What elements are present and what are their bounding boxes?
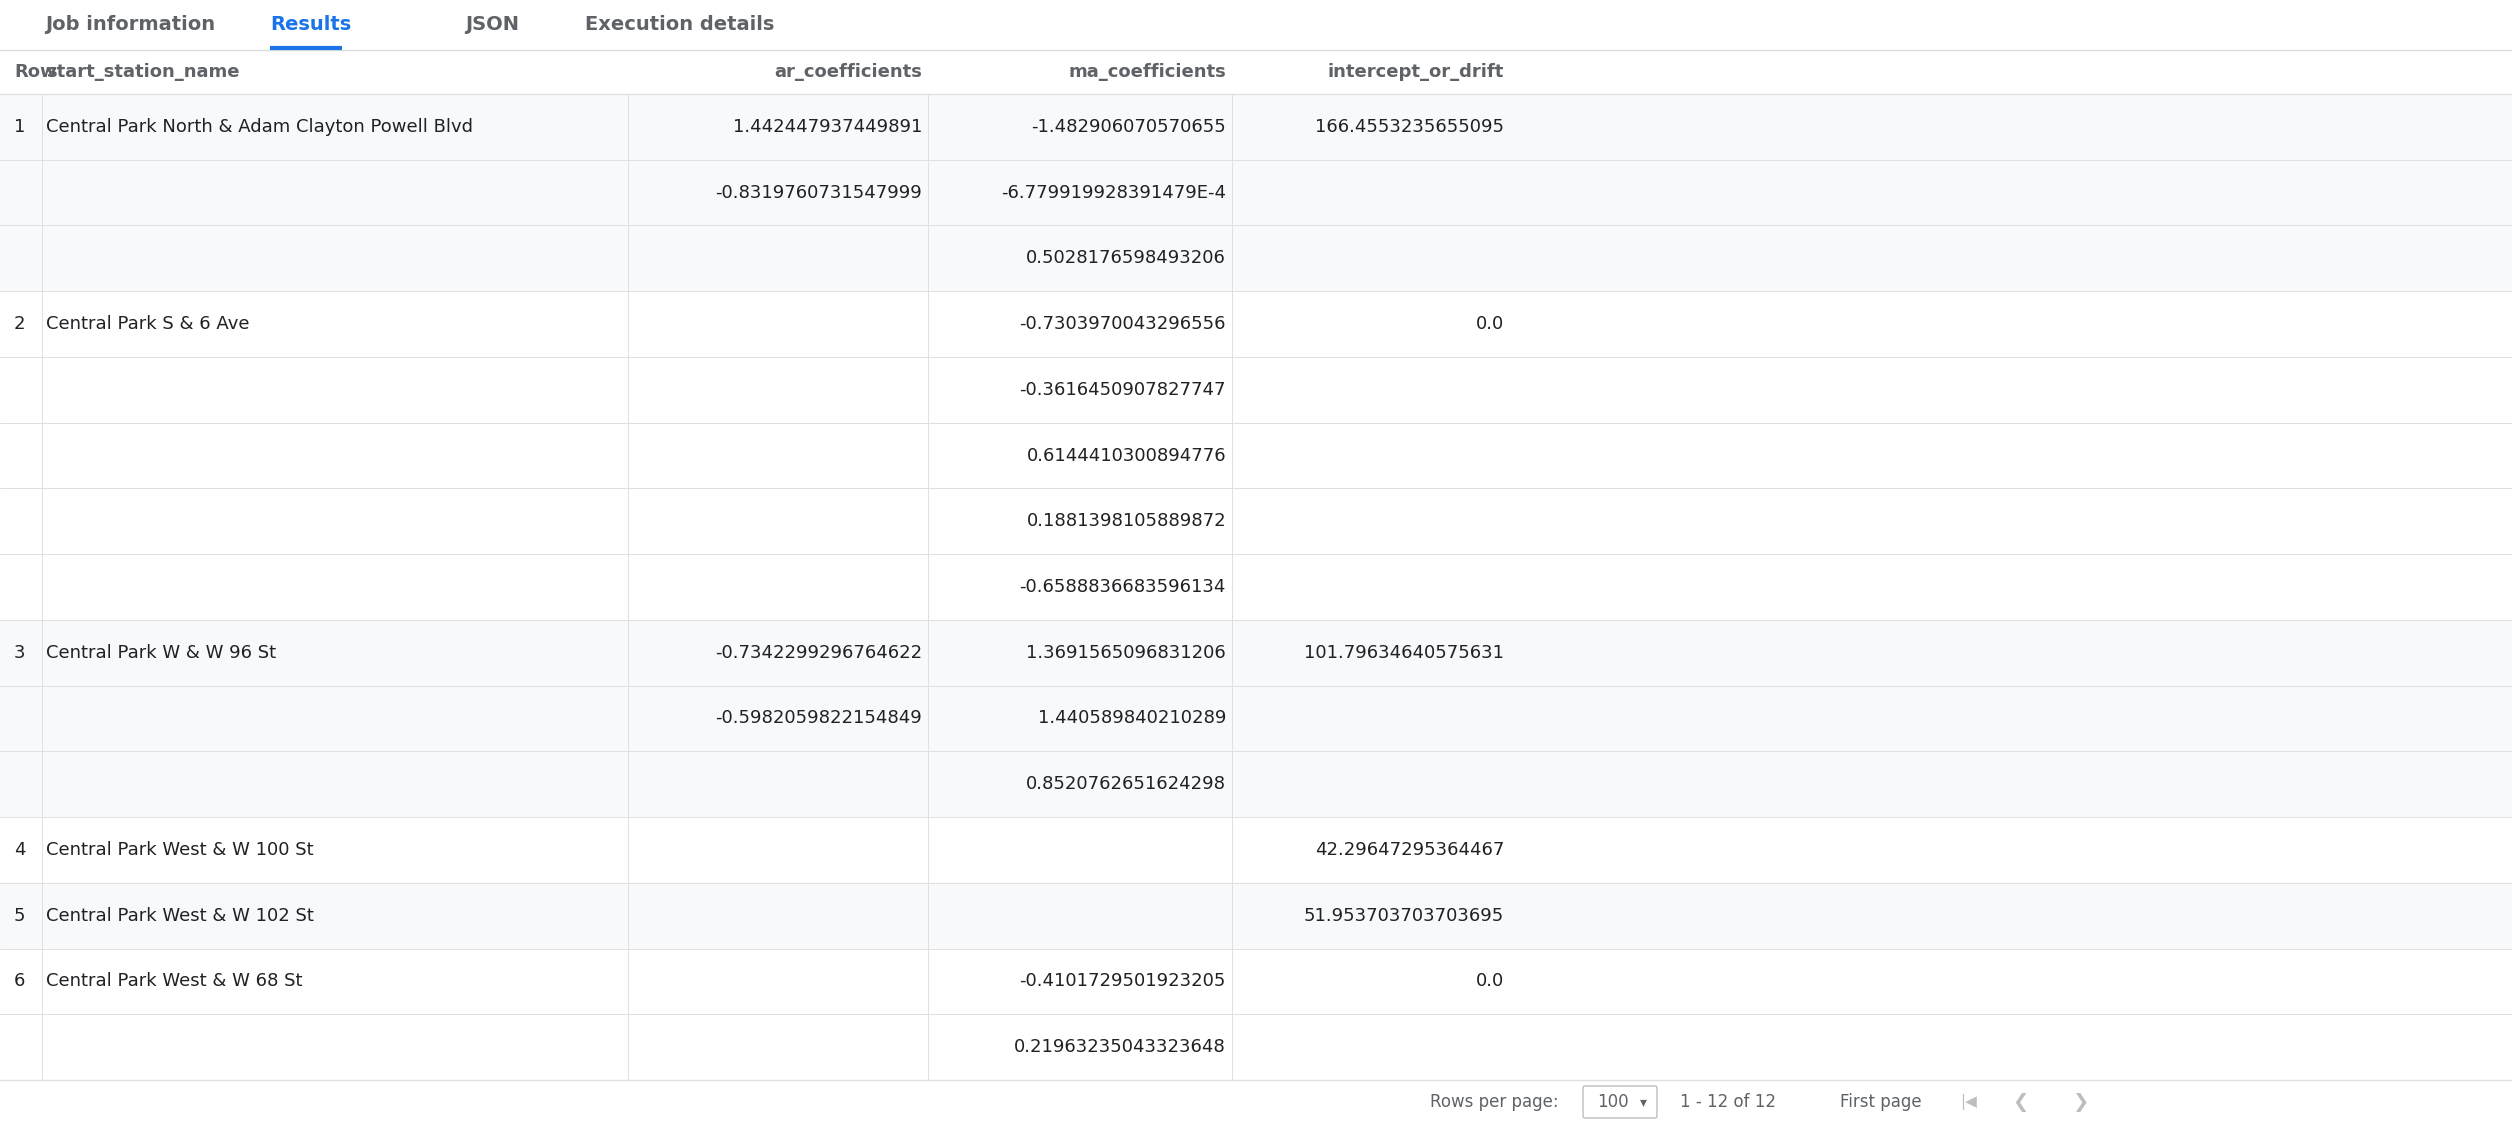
Text: Execution details: Execution details [585,16,774,35]
Bar [0,882,2512,949]
Text: -0.5982059822154849: -0.5982059822154849 [716,709,922,727]
Text: -0.3616450907827747: -0.3616450907827747 [1020,381,1226,399]
Text: Row: Row [15,63,58,81]
Text: 6: 6 [15,972,25,990]
Bar [0,49,2512,94]
Bar [0,423,2512,489]
Text: -0.7342299296764622: -0.7342299296764622 [716,644,922,662]
Text: 166.4553235655095: 166.4553235655095 [1314,118,1505,136]
Text: ❮: ❮ [2012,1093,2027,1112]
Text: 101.79634640575631: 101.79634640575631 [1304,644,1505,662]
Text: 5: 5 [15,907,25,925]
Text: Central Park West & W 68 St: Central Park West & W 68 St [45,972,301,990]
Text: 0.21963235043323648: 0.21963235043323648 [1015,1039,1226,1057]
Text: Central Park W & W 96 St: Central Park W & W 96 St [45,644,276,662]
Text: Central Park North & Adam Clayton Powell Blvd: Central Park North & Adam Clayton Powell… [45,118,472,136]
Bar [0,751,2512,817]
Text: Central Park West & W 100 St: Central Park West & W 100 St [45,841,314,859]
Text: JSON: JSON [465,16,520,35]
Text: 0.0: 0.0 [1475,315,1505,333]
Bar [0,817,2512,882]
FancyBboxPatch shape [1583,1086,1658,1118]
Text: 1.440589840210289: 1.440589840210289 [1037,709,1226,727]
Text: First page: First page [1839,1093,1922,1111]
Bar [0,1080,2512,1124]
Text: -0.6588836683596134: -0.6588836683596134 [1020,578,1226,596]
Text: 0.1881398105889872: 0.1881398105889872 [1027,513,1226,531]
Bar [0,1014,2512,1080]
Text: ma_coefficients: ma_coefficients [1068,63,1226,81]
Text: 42.29647295364467: 42.29647295364467 [1314,841,1505,859]
Text: Rows per page:: Rows per page: [1429,1093,1557,1111]
Text: 0.0: 0.0 [1475,972,1505,990]
Bar [0,357,2512,423]
Text: 0.8520762651624298: 0.8520762651624298 [1025,776,1226,794]
Bar [0,949,2512,1014]
Text: 2: 2 [15,315,25,333]
Bar [0,554,2512,619]
Text: Results: Results [269,16,352,35]
Text: 100: 100 [1598,1093,1628,1111]
Bar [0,94,2512,160]
Text: ar_coefficients: ar_coefficients [774,63,922,81]
Bar [0,291,2512,357]
Text: 4: 4 [15,841,25,859]
Text: 51.953703703703695: 51.953703703703695 [1304,907,1505,925]
Text: intercept_or_drift: intercept_or_drift [1329,63,1505,81]
Text: ▾: ▾ [1640,1095,1648,1109]
Text: |◀: |◀ [1959,1094,1977,1111]
Text: Job information: Job information [45,16,216,35]
Text: -0.8319760731547999: -0.8319760731547999 [716,183,922,201]
Text: 1: 1 [15,118,25,136]
Text: -0.4101729501923205: -0.4101729501923205 [1020,972,1226,990]
Bar [0,226,2512,291]
Text: ❯: ❯ [2072,1093,2087,1112]
Bar [0,489,2512,554]
Text: 1 - 12 of 12: 1 - 12 of 12 [1681,1093,1776,1111]
Text: 0.6144410300894776: 0.6144410300894776 [1027,446,1226,464]
Bar [0,0,2512,49]
Text: 0.5028176598493206: 0.5028176598493206 [1025,250,1226,268]
Text: 1.3691565096831206: 1.3691565096831206 [1027,644,1226,662]
Text: start_station_name: start_station_name [45,63,239,81]
Text: Central Park S & 6 Ave: Central Park S & 6 Ave [45,315,249,333]
Text: -1.482906070570655: -1.482906070570655 [1032,118,1226,136]
Text: -0.7303970043296556: -0.7303970043296556 [1020,315,1226,333]
Bar [0,160,2512,226]
Bar [0,619,2512,686]
Text: Central Park West & W 102 St: Central Park West & W 102 St [45,907,314,925]
Text: -6.779919928391479E-4: -6.779919928391479E-4 [1000,183,1226,201]
Bar [0,686,2512,751]
Text: 1.442447937449891: 1.442447937449891 [734,118,922,136]
Text: 3: 3 [15,644,25,662]
